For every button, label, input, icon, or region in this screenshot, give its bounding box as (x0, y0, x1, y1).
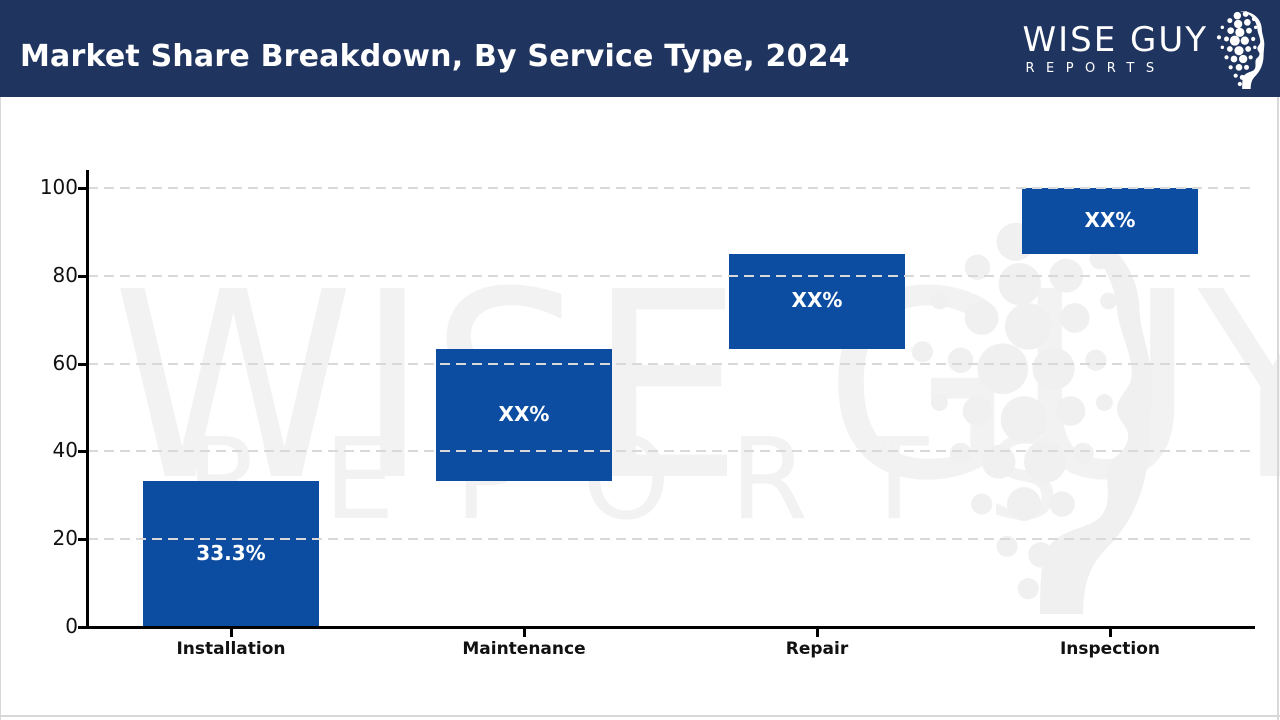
logo-wordmark: WISE GUY (1022, 20, 1208, 60)
gridline (88, 274, 1255, 277)
y-tick (78, 362, 86, 366)
x-axis-spine (86, 626, 1255, 629)
y-tick-label: 20 (52, 526, 78, 551)
dot-head-logo-icon (1216, 11, 1265, 89)
gridline (88, 362, 1255, 365)
y-tick (78, 187, 86, 190)
x-tick (230, 629, 233, 637)
y-tick-label: 0 (65, 614, 78, 638)
y-tick-label: 40 (52, 438, 78, 463)
x-tick (523, 629, 526, 637)
gridline (88, 538, 1255, 541)
x-category-label: Installation (176, 639, 286, 659)
logo-subtitle: REPORTS (1025, 61, 1166, 76)
y-axis-spine (86, 170, 89, 629)
brand-logo-text: WISE GUY REPORTS (1022, 23, 1208, 75)
bar-repair (729, 253, 905, 350)
y-tick (78, 274, 86, 278)
x-tick (816, 629, 819, 637)
y-tick (78, 626, 86, 629)
right-edge-line (1277, 97, 1279, 720)
bar-value-label: 33.3% (196, 540, 266, 565)
x-category-label: Maintenance (462, 639, 586, 659)
bar-inspection (1022, 188, 1198, 254)
y-tick-label: 60 (52, 350, 78, 375)
page-title: Market Share Breakdown, By Service Type,… (20, 39, 850, 74)
y-tick-label: 80 (52, 262, 78, 287)
y-tick (78, 450, 86, 454)
bar-maintenance (436, 349, 612, 481)
bar-installation (143, 480, 319, 627)
gridline (88, 187, 1255, 189)
left-edge-line (0, 97, 1, 720)
x-tick (1109, 629, 1112, 637)
bar-value-label: XX% (791, 288, 843, 313)
x-category-label: Repair (785, 639, 849, 659)
y-tick (78, 538, 86, 542)
brand-logo: WISE GUY REPORTS (1022, 6, 1266, 92)
bar-value-label: XX% (1084, 207, 1136, 232)
bar-value-label: XX% (498, 401, 550, 426)
y-tick-label: 100 (39, 175, 78, 199)
header-band: Market Share Breakdown, By Service Type,… (0, 0, 1280, 97)
gridline (88, 450, 1255, 453)
bottom-edge-line (0, 715, 1280, 717)
x-category-label: Inspection (1059, 639, 1161, 659)
